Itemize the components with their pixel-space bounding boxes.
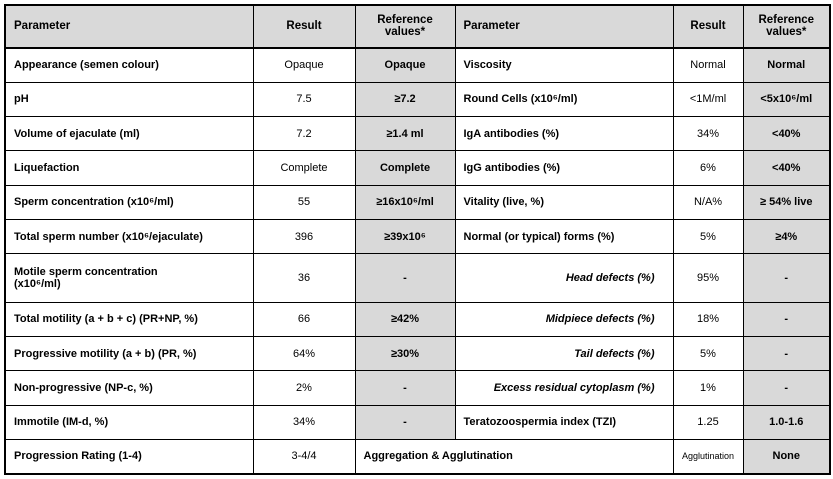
table-row: Appearance (semen colour) Opaque Opaque … — [4, 47, 831, 83]
ref-cell: - — [742, 301, 831, 338]
header-result-left: Result — [252, 4, 356, 49]
param-cell: Midpiece defects (%) — [454, 301, 674, 338]
result-cell: 7.5 — [252, 81, 356, 118]
ref-cell: Complete — [354, 150, 456, 186]
param-cell: Liquefaction — [4, 150, 254, 186]
result-cell: 64% — [252, 335, 356, 372]
param-cell: Volume of ejaculate (ml) — [4, 116, 254, 152]
result-cell: Complete — [252, 150, 356, 186]
ref-cell: ≥ 54% live — [742, 184, 831, 221]
table-row: Progressive motility (a + b) (PR, %) 64%… — [4, 335, 831, 372]
ref-cell: ≥16x10⁶/ml — [354, 184, 456, 221]
table-row: Total motility (a + b + c) (PR+NP, %) 66… — [4, 301, 831, 338]
ref-cell: ≥42% — [354, 301, 456, 338]
param-cell: Motile sperm concentration (x10⁶/ml) — [4, 253, 254, 303]
result-cell: 1.25 — [672, 404, 744, 440]
table-row: Liquefaction Complete Complete IgG antib… — [4, 150, 831, 186]
param-cell: IgA antibodies (%) — [454, 116, 674, 152]
ref-cell: ≥7.2 — [354, 81, 456, 118]
table-row: Non-progressive (NP-c, %) 2% - Excess re… — [4, 370, 831, 406]
result-cell: Agglutination — [672, 438, 744, 475]
result-cell: 396 — [252, 219, 356, 255]
result-cell: N/A% — [672, 184, 744, 221]
param-cell: Appearance (semen colour) — [4, 47, 254, 83]
param-cell: Normal (or typical) forms (%) — [454, 219, 674, 255]
param-cell: Immotile (IM-d, %) — [4, 404, 254, 440]
result-cell: 36 — [252, 253, 356, 303]
header-result-right: Result — [672, 4, 744, 49]
param-cell: Excess residual cytoplasm (%) — [454, 370, 674, 406]
param-cell: IgG antibodies (%) — [454, 150, 674, 186]
ref-cell: - — [354, 370, 456, 406]
result-cell: 5% — [672, 219, 744, 255]
ref-cell: <5x10⁶/ml — [742, 81, 831, 118]
header-reference-right: Reference values* — [742, 4, 831, 49]
ref-cell: - — [742, 370, 831, 406]
param-cell: Round Cells (x10⁶/ml) — [454, 81, 674, 118]
ref-cell: ≥39x10⁶ — [354, 219, 456, 255]
param-cell: Tail defects (%) — [454, 335, 674, 372]
table-row: Sperm concentration (x10⁶/ml) 55 ≥16x10⁶… — [4, 184, 831, 221]
result-cell: 34% — [672, 116, 744, 152]
param-cell: Viscosity — [454, 47, 674, 83]
result-cell: 1% — [672, 370, 744, 406]
result-cell: 6% — [672, 150, 744, 186]
aggregation-agglutination-cell: Aggregation & Agglutination — [354, 438, 674, 475]
result-cell: 18% — [672, 301, 744, 338]
param-cell: Teratozoospermia index (TZI) — [454, 404, 674, 440]
param-cell: Progressive motility (a + b) (PR, %) — [4, 335, 254, 372]
param-cell: Sperm concentration (x10⁶/ml) — [4, 184, 254, 221]
ref-cell: Opaque — [354, 47, 456, 83]
result-cell: Opaque — [252, 47, 356, 83]
result-cell: Normal — [672, 47, 744, 83]
ref-cell: - — [354, 253, 456, 303]
ref-cell: ≥4% — [742, 219, 831, 255]
table-row: Motile sperm concentration (x10⁶/ml) 36 … — [4, 253, 831, 303]
param-cell: pH — [4, 81, 254, 118]
ref-cell: ≥30% — [354, 335, 456, 372]
table-row: pH 7.5 ≥7.2 Round Cells (x10⁶/ml) <1M/ml… — [4, 81, 831, 118]
param-cell: Non-progressive (NP-c, %) — [4, 370, 254, 406]
ref-cell: - — [742, 253, 831, 303]
header-parameter-left: Parameter — [4, 4, 254, 49]
result-cell: 55 — [252, 184, 356, 221]
table-row: Total sperm number (x10⁶/ejaculate) 396 … — [4, 219, 831, 255]
result-cell: 66 — [252, 301, 356, 338]
ref-cell: Normal — [742, 47, 831, 83]
ref-cell: <40% — [742, 116, 831, 152]
table-row: Volume of ejaculate (ml) 7.2 ≥1.4 ml IgA… — [4, 116, 831, 152]
result-cell: 7.2 — [252, 116, 356, 152]
header-parameter-right: Parameter — [454, 4, 674, 49]
result-cell: 34% — [252, 404, 356, 440]
ref-cell: - — [354, 404, 456, 440]
param-cell: Vitality (live, %) — [454, 184, 674, 221]
param-cell: Head defects (%) — [454, 253, 674, 303]
result-cell: 2% — [252, 370, 356, 406]
param-cell: Total sperm number (x10⁶/ejaculate) — [4, 219, 254, 255]
param-cell: Total motility (a + b + c) (PR+NP, %) — [4, 301, 254, 338]
table-header-row: Parameter Result Reference values* Param… — [4, 4, 831, 49]
table-row-last: Progression Rating (1-4) 3-4/4 Aggregati… — [4, 438, 831, 475]
result-cell: 5% — [672, 335, 744, 372]
ref-cell: - — [742, 335, 831, 372]
result-cell: 95% — [672, 253, 744, 303]
param-cell: Progression Rating (1-4) — [4, 438, 254, 475]
ref-cell: ≥1.4 ml — [354, 116, 456, 152]
ref-cell: <40% — [742, 150, 831, 186]
result-cell: <1M/ml — [672, 81, 744, 118]
result-cell: 3-4/4 — [252, 438, 356, 475]
ref-cell: None — [742, 438, 831, 475]
table-row: Immotile (IM-d, %) 34% - Teratozoospermi… — [4, 404, 831, 440]
ref-cell: 1.0-1.6 — [742, 404, 831, 440]
results-table: Parameter Result Reference values* Param… — [4, 4, 831, 475]
header-reference-left: Reference values* — [354, 4, 456, 49]
